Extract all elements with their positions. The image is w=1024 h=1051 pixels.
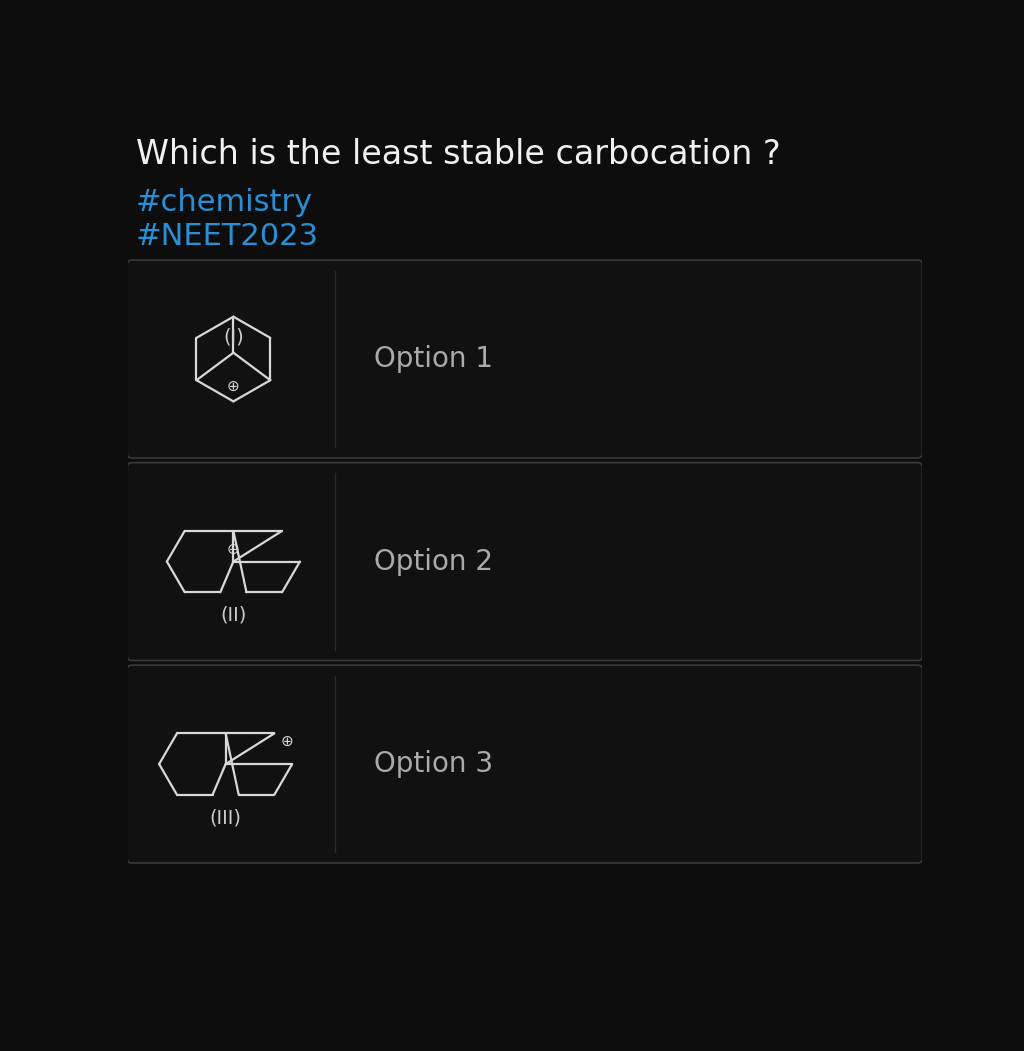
FancyBboxPatch shape xyxy=(127,665,923,863)
Text: ⊕: ⊕ xyxy=(227,378,240,393)
Text: (I): (I) xyxy=(223,327,244,346)
Text: #chemistry: #chemistry xyxy=(136,188,313,217)
Text: (II): (II) xyxy=(220,606,247,625)
FancyBboxPatch shape xyxy=(127,462,923,660)
Text: ⊕: ⊕ xyxy=(227,541,240,557)
FancyBboxPatch shape xyxy=(127,260,923,458)
Text: (III): (III) xyxy=(210,808,242,827)
Text: Which is the least stable carbocation ?: Which is the least stable carbocation ? xyxy=(136,138,780,170)
Text: Option 2: Option 2 xyxy=(374,548,493,576)
Text: #NEET2023: #NEET2023 xyxy=(136,223,318,251)
Text: Option 3: Option 3 xyxy=(374,750,493,778)
Text: ⊕: ⊕ xyxy=(281,734,293,748)
Text: Option 1: Option 1 xyxy=(374,345,493,373)
